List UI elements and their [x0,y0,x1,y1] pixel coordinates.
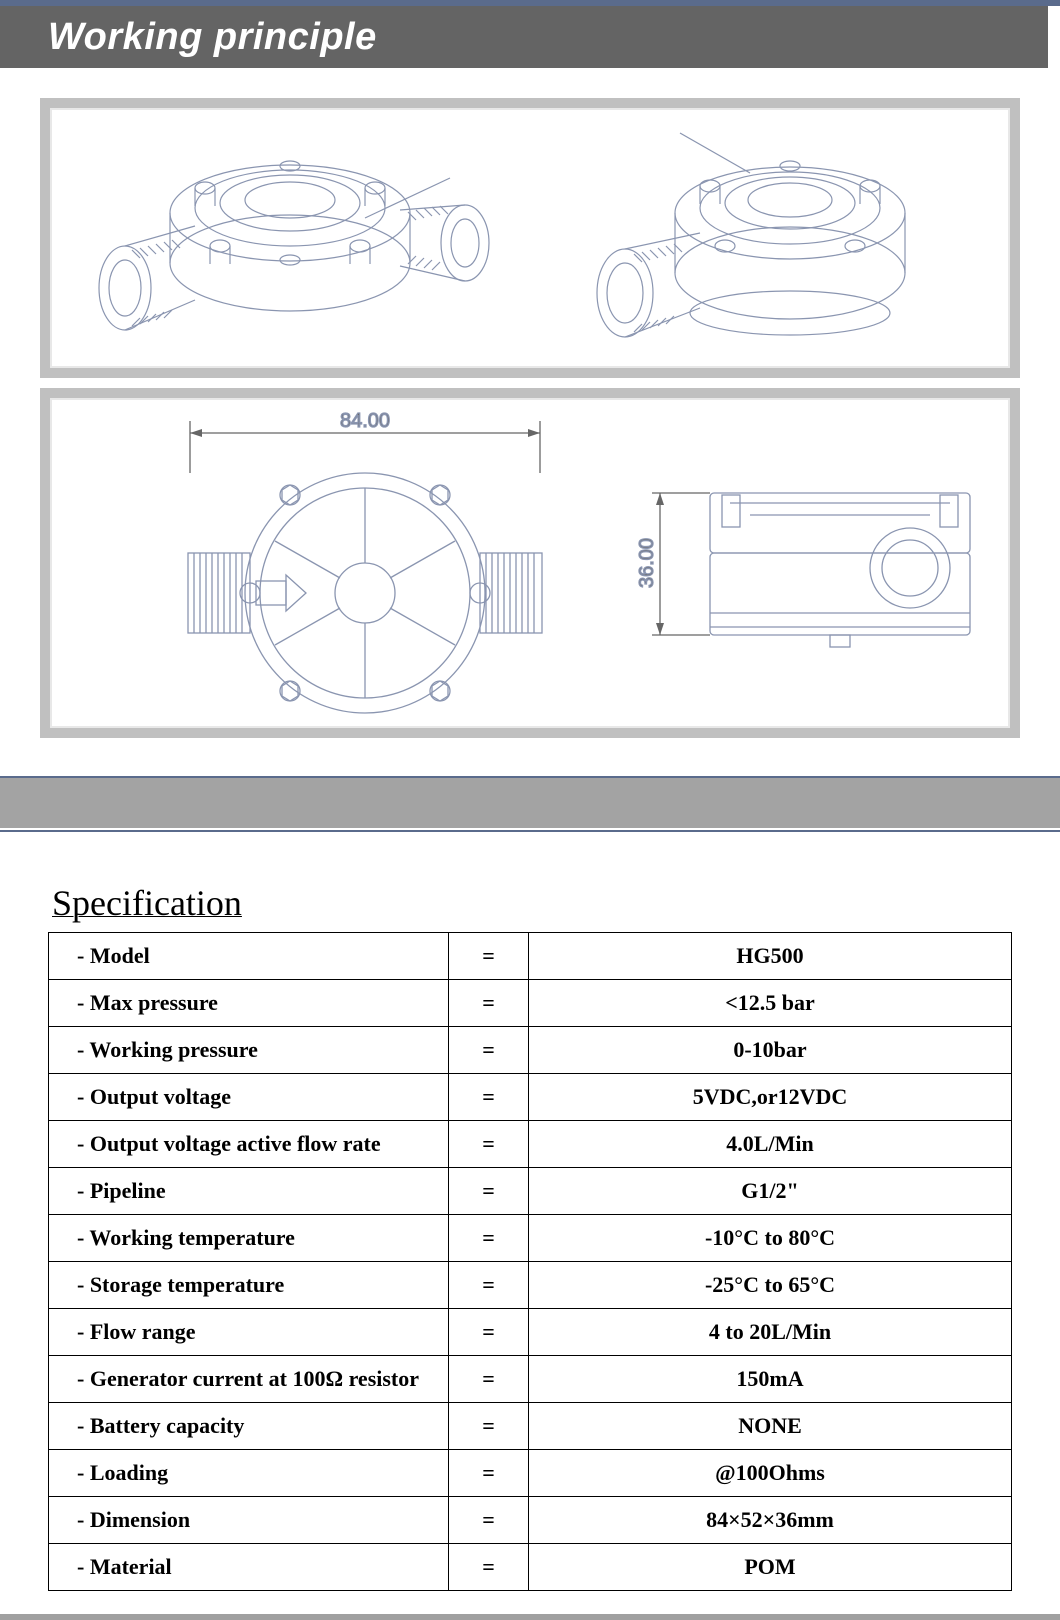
ortho-views: 84.00 [70,403,990,723]
header-bar: Working principle [0,6,1048,68]
spec-equals: = [449,980,529,1027]
spec-equals: = [449,1262,529,1309]
spec-value: -25°C to 65°C [529,1262,1012,1309]
spec-label: - Generator current at 100Ω resistor [49,1356,449,1403]
spec-value: 0-10bar [529,1027,1012,1074]
spec-label: - Output voltage [49,1074,449,1121]
spec-label: - Model [49,933,449,980]
spec-value: 5VDC,or12VDC [529,1074,1012,1121]
spec-label: - Flow range [49,1309,449,1356]
spec-equals: = [449,1403,529,1450]
spec-value: 150mA [529,1356,1012,1403]
mid-divider [0,776,1060,832]
header-title: Working principle [48,16,377,59]
spec-equals: = [449,1544,529,1591]
mid-grey-bar [0,778,1060,828]
table-row: - Pipeline=G1/2" [49,1168,1012,1215]
spec-value: G1/2" [529,1168,1012,1215]
spec-value: -10°C to 80°C [529,1215,1012,1262]
table-row: - Output voltage=5VDC,or12VDC [49,1074,1012,1121]
table-row: - Max pressure=<12.5 bar [49,980,1012,1027]
diagram-section: 84.00 [0,68,1060,758]
table-row: - Material=POM [49,1544,1012,1591]
table-row: - Flow range=4 to 20L/Min [49,1309,1012,1356]
spec-equals: = [449,1309,529,1356]
spec-value: HG500 [529,933,1012,980]
spec-equals: = [449,1168,529,1215]
table-row: - Loading=@100Ohms [49,1450,1012,1497]
spec-label: - Output voltage active flow rate [49,1121,449,1168]
spec-label: - Battery capacity [49,1403,449,1450]
spec-value: POM [529,1544,1012,1591]
spec-equals: = [449,1121,529,1168]
table-row: - Output voltage active flow rate=4.0L/M… [49,1121,1012,1168]
diagram-frame-ortho: 84.00 [40,388,1020,738]
spec-equals: = [449,1356,529,1403]
bottom-accent-line [0,1614,1060,1620]
spec-equals: = [449,1215,529,1262]
spec-label: - Loading [49,1450,449,1497]
spec-value: NONE [529,1403,1012,1450]
spec-label: - Max pressure [49,980,449,1027]
table-row: - Model=HG500 [49,933,1012,980]
spec-section: Specification - Model=HG500- Max pressur… [0,832,1060,1591]
spec-label: - Pipeline [49,1168,449,1215]
spec-value: 4.0L/Min [529,1121,1012,1168]
spec-title: Specification [48,882,1012,924]
iso-view-right [550,118,990,358]
iso-view-left [70,118,510,358]
spec-equals: = [449,1074,529,1121]
spec-equals: = [449,933,529,980]
table-row: - Working pressure=0-10bar [49,1027,1012,1074]
spec-label: - Working temperature [49,1215,449,1262]
spec-label: - Storage temperature [49,1262,449,1309]
spec-label: - Dimension [49,1497,449,1544]
spec-equals: = [449,1027,529,1074]
spec-value: @100Ohms [529,1450,1012,1497]
table-row: - Battery capacity=NONE [49,1403,1012,1450]
spec-label: - Working pressure [49,1027,449,1074]
spec-value: <12.5 bar [529,980,1012,1027]
diagram-frame-iso [40,98,1020,378]
table-row: - Generator current at 100Ω resistor=150… [49,1356,1012,1403]
spec-value: 4 to 20L/Min [529,1309,1012,1356]
table-row: - Working temperature=-10°C to 80°C [49,1215,1012,1262]
spec-value: 84×52×36mm [529,1497,1012,1544]
spec-equals: = [449,1497,529,1544]
dim-width-text: 84.00 [340,410,390,432]
dim-height-text: 36.00 [636,538,658,588]
spec-equals: = [449,1450,529,1497]
table-row: - Storage temperature=-25°C to 65°C [49,1262,1012,1309]
spec-table: - Model=HG500- Max pressure=<12.5 bar- W… [48,932,1012,1591]
spec-label: - Material [49,1544,449,1591]
table-row: - Dimension=84×52×36mm [49,1497,1012,1544]
